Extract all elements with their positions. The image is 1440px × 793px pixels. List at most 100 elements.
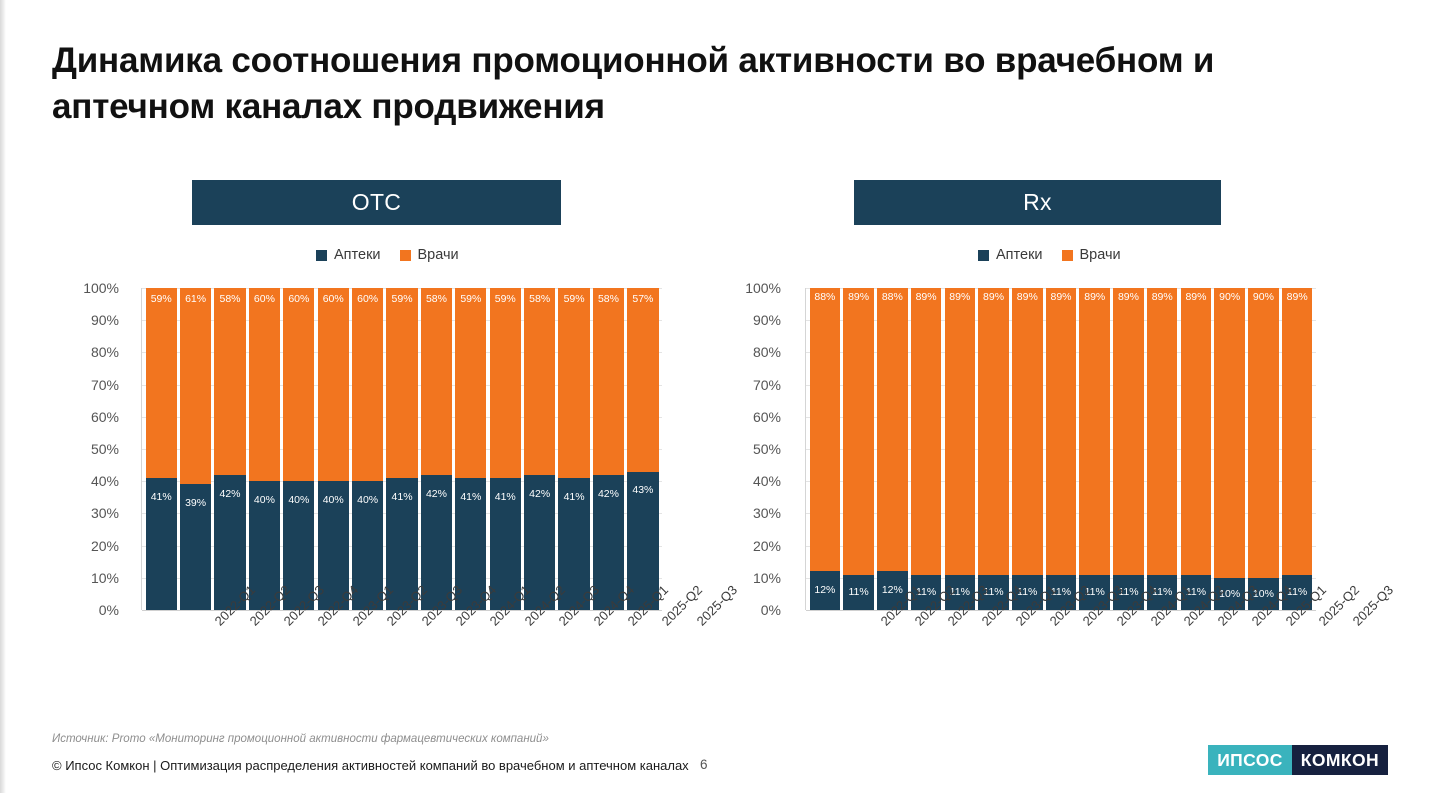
bar-segment-pharmacies[interactable]: 41% bbox=[455, 477, 487, 610]
bar-segment-doctors[interactable]: 61% bbox=[180, 288, 212, 485]
bar-segment-doctors[interactable]: 60% bbox=[248, 288, 281, 482]
bar-column[interactable]: 90% 10% bbox=[1248, 288, 1279, 610]
bar-segment-pharmacies[interactable]: 41% bbox=[489, 477, 521, 610]
bar-segment-pharmacies[interactable]: 39% bbox=[180, 484, 212, 610]
bar-segment-doctors[interactable]: 60% bbox=[317, 288, 349, 482]
bar-segment-pharmacies[interactable]: 41% bbox=[145, 477, 177, 610]
copyright-note: © Ипсос Комкон | Оптимизация распределен… bbox=[52, 758, 689, 773]
bar-segment-pharmacies[interactable]: 11% bbox=[1180, 574, 1212, 610]
bar-segment-pharmacies[interactable]: 40% bbox=[248, 481, 281, 610]
bar-segment-doctors[interactable]: 60% bbox=[352, 288, 384, 482]
slide-edge-strip bbox=[0, 0, 6, 793]
bar-column[interactable]: 89% 11% bbox=[978, 288, 1009, 610]
bar-column[interactable]: 89% 11% bbox=[1079, 288, 1111, 610]
bar-value-label: 57% bbox=[632, 292, 654, 305]
y-tick-label: 30% bbox=[752, 505, 781, 522]
bar-column[interactable]: 89% 11% bbox=[843, 288, 874, 610]
bar-segment-pharmacies[interactable]: 11% bbox=[1079, 574, 1111, 610]
bar-segment-doctors[interactable]: 59% bbox=[455, 288, 487, 478]
bar-segment-pharmacies[interactable]: 12% bbox=[809, 571, 841, 610]
bar-segment-doctors[interactable]: 89% bbox=[1180, 288, 1212, 575]
bar-column[interactable]: 59% 41% bbox=[455, 288, 487, 610]
bar-segment-pharmacies[interactable]: 42% bbox=[592, 474, 625, 610]
bar-segment-doctors[interactable]: 59% bbox=[145, 288, 177, 478]
bar-segment-doctors[interactable]: 88% bbox=[809, 288, 841, 572]
panel-otc: OTC Аптеки Врачи 100% 90% 80% 70% 60% 50% 40% 3… bbox=[83, 180, 740, 629]
bar-segment-pharmacies[interactable]: 11% bbox=[1045, 574, 1077, 610]
bar-column[interactable]: 89% 11% bbox=[1113, 288, 1144, 610]
bar-column[interactable]: 57% 43% bbox=[627, 288, 659, 610]
bar-segment-doctors[interactable]: 89% bbox=[1146, 288, 1178, 575]
bar-column[interactable]: 90% 10% bbox=[1214, 288, 1245, 610]
bar-segment-pharmacies[interactable]: 10% bbox=[1248, 577, 1279, 610]
bar-segment-pharmacies[interactable]: 11% bbox=[1012, 574, 1043, 610]
bar-column[interactable]: 58% 42% bbox=[524, 288, 556, 610]
bar-segment-doctors[interactable]: 60% bbox=[283, 288, 315, 482]
bar-segment-doctors[interactable]: 89% bbox=[843, 288, 874, 575]
bar-segment-doctors[interactable]: 89% bbox=[910, 288, 942, 575]
bar-column[interactable]: 59% 41% bbox=[145, 288, 177, 610]
bar-column[interactable]: 58% 42% bbox=[420, 288, 453, 610]
bar-column[interactable]: 89% 11% bbox=[1281, 288, 1313, 610]
bar-segment-doctors[interactable]: 59% bbox=[489, 288, 521, 478]
bar-column[interactable]: 59% 41% bbox=[386, 288, 418, 610]
bar-segment-pharmacies[interactable]: 11% bbox=[1113, 574, 1144, 610]
bar-segment-pharmacies[interactable]: 12% bbox=[877, 571, 908, 610]
bar-segment-doctors[interactable]: 59% bbox=[558, 288, 590, 478]
bar-segment-doctors[interactable]: 58% bbox=[592, 288, 625, 475]
bar-segment-doctors[interactable]: 89% bbox=[1281, 288, 1313, 575]
bar-segment-pharmacies[interactable]: 11% bbox=[910, 574, 942, 610]
bar-segment-doctors[interactable]: 89% bbox=[944, 288, 976, 575]
bar-column[interactable]: 88% 12% bbox=[877, 288, 908, 610]
bar-segment-pharmacies[interactable]: 11% bbox=[978, 574, 1009, 610]
bar-segment-doctors[interactable]: 58% bbox=[420, 288, 453, 475]
bar-segment-doctors[interactable]: 90% bbox=[1214, 288, 1245, 578]
bar-value-label: 11% bbox=[1118, 586, 1139, 599]
bar-column[interactable]: 60% 40% bbox=[317, 288, 349, 610]
bar-segment-pharmacies[interactable]: 11% bbox=[843, 574, 874, 610]
bar-column[interactable]: 60% 40% bbox=[248, 288, 281, 610]
bar-segment-doctors[interactable]: 89% bbox=[1113, 288, 1144, 575]
bar-segment-pharmacies[interactable]: 40% bbox=[317, 481, 349, 610]
bar-segment-pharmacies[interactable]: 41% bbox=[386, 477, 418, 610]
bar-segment-doctors[interactable]: 89% bbox=[1079, 288, 1111, 575]
bar-column[interactable]: 89% 11% bbox=[1180, 288, 1212, 610]
bar-column[interactable]: 59% 41% bbox=[489, 288, 521, 610]
bar-segment-doctors[interactable]: 88% bbox=[877, 288, 908, 572]
bar-column[interactable]: 58% 42% bbox=[214, 288, 246, 610]
bar-column[interactable]: 89% 11% bbox=[1012, 288, 1043, 610]
bar-segment-doctors[interactable]: 89% bbox=[1012, 288, 1043, 575]
bar-segment-pharmacies[interactable]: 42% bbox=[420, 474, 453, 610]
bar-column[interactable]: 89% 11% bbox=[910, 288, 942, 610]
bar-segment-doctors[interactable]: 58% bbox=[214, 288, 246, 475]
bar-segment-doctors[interactable]: 90% bbox=[1248, 288, 1279, 578]
bar-segment-doctors[interactable]: 57% bbox=[627, 288, 659, 472]
bar-value-label: 89% bbox=[1050, 290, 1072, 303]
bar-segment-pharmacies[interactable]: 11% bbox=[944, 574, 976, 610]
bar-segment-pharmacies[interactable]: 42% bbox=[524, 474, 556, 610]
bar-segment-doctors[interactable]: 59% bbox=[386, 288, 418, 478]
bar-segment-pharmacies[interactable]: 43% bbox=[627, 471, 659, 610]
bar-segment-pharmacies[interactable]: 11% bbox=[1146, 574, 1178, 610]
bar-segment-doctors[interactable]: 89% bbox=[1045, 288, 1077, 575]
legend-swatch-icon-doctors bbox=[1061, 249, 1073, 261]
bar-segment-pharmacies[interactable]: 11% bbox=[1281, 574, 1313, 610]
bar-segment-doctors[interactable]: 89% bbox=[978, 288, 1009, 575]
bar-segment-pharmacies[interactable]: 41% bbox=[558, 477, 590, 610]
bar-column[interactable]: 89% 11% bbox=[1146, 288, 1178, 610]
bar-segment-pharmacies[interactable]: 40% bbox=[352, 481, 384, 610]
bar-value-label: 58% bbox=[425, 292, 447, 305]
bar-column[interactable]: 89% 11% bbox=[944, 288, 976, 610]
bar-column[interactable]: 60% 40% bbox=[283, 288, 315, 610]
bar-segment-doctors[interactable]: 58% bbox=[524, 288, 556, 475]
bar-column[interactable]: 61% 39% bbox=[180, 288, 212, 610]
bar-column[interactable]: 88% 12% bbox=[809, 288, 841, 610]
bar-segment-pharmacies[interactable]: 40% bbox=[283, 481, 315, 610]
bar-segment-pharmacies[interactable]: 42% bbox=[214, 474, 246, 610]
bar-column[interactable]: 89% 11% bbox=[1045, 288, 1077, 610]
bar-column[interactable]: 60% 40% bbox=[352, 288, 384, 610]
bar-column[interactable]: 58% 42% bbox=[592, 288, 625, 610]
bar-value-label: 59% bbox=[494, 292, 516, 305]
bar-segment-pharmacies[interactable]: 10% bbox=[1214, 577, 1245, 610]
bar-column[interactable]: 59% 41% bbox=[558, 288, 590, 610]
